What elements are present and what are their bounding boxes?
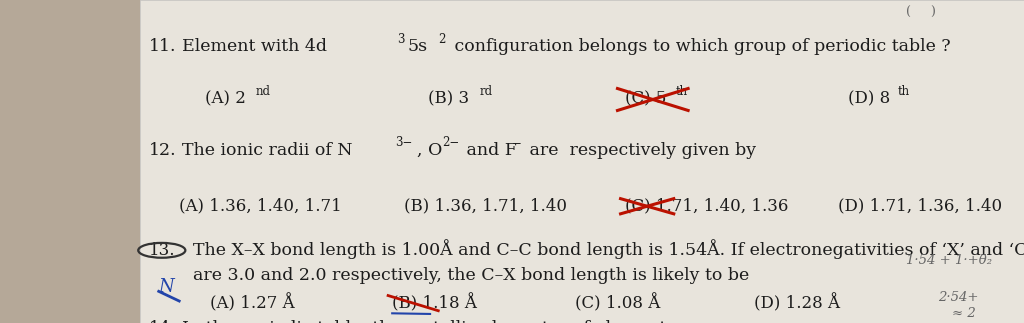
Text: 13.: 13. [148, 242, 175, 259]
Text: 2−: 2− [442, 136, 460, 149]
Text: Element with 4d: Element with 4d [182, 38, 328, 55]
Text: rd: rd [479, 85, 493, 98]
Text: th: th [676, 85, 688, 98]
Text: −: − [512, 136, 522, 149]
Text: (C) 5: (C) 5 [625, 91, 666, 108]
Text: 3: 3 [397, 33, 404, 46]
Text: (D) 1.28 Å: (D) 1.28 Å [754, 293, 840, 312]
Text: (     ): ( ) [906, 6, 936, 19]
Text: (C) 1.71, 1.40, 1.36: (C) 1.71, 1.40, 1.36 [625, 197, 788, 214]
Text: (B) 1.18 Å: (B) 1.18 Å [392, 293, 477, 312]
Text: N: N [159, 278, 174, 297]
Text: (D) 1.71, 1.36, 1.40: (D) 1.71, 1.36, 1.40 [838, 197, 1001, 214]
Text: (D) 8: (D) 8 [848, 91, 890, 108]
FancyBboxPatch shape [140, 0, 1024, 323]
Text: (A) 1.36, 1.40, 1.71: (A) 1.36, 1.40, 1.71 [179, 197, 342, 214]
Text: and F: and F [461, 142, 517, 159]
Text: 11.: 11. [148, 38, 176, 55]
Text: 2·54+: 2·54+ [938, 291, 979, 304]
Text: In the periodic table, the metallic character of element :: In the periodic table, the metallic char… [182, 320, 678, 323]
Text: configuration belongs to which group of periodic table ?: configuration belongs to which group of … [449, 38, 950, 55]
Text: th: th [898, 85, 910, 98]
Text: 12.: 12. [148, 142, 176, 159]
Text: The X–X bond length is 1.00Å and C–C bond length is 1.54Å. If electronegativitie: The X–X bond length is 1.00Å and C–C bon… [193, 239, 1024, 259]
Text: 14.: 14. [148, 320, 176, 323]
Text: The ionic radii of N: The ionic radii of N [182, 142, 353, 159]
Text: are  respectively given by: are respectively given by [524, 142, 757, 159]
Text: ≈ 2: ≈ 2 [952, 307, 976, 320]
Text: 3−: 3− [395, 136, 413, 149]
Text: (B) 1.36, 1.71, 1.40: (B) 1.36, 1.71, 1.40 [404, 197, 567, 214]
Text: 1·54 + 1·+θ₂: 1·54 + 1·+θ₂ [906, 254, 992, 266]
Text: , O: , O [417, 142, 442, 159]
Text: (A) 1.27 Å: (A) 1.27 Å [210, 293, 295, 312]
Text: (C) 1.08 Å: (C) 1.08 Å [575, 293, 660, 312]
Text: nd: nd [256, 85, 271, 98]
Text: 2: 2 [438, 33, 445, 46]
Text: are 3.0 and 2.0 respectively, the C–X bond length is likely to be: are 3.0 and 2.0 respectively, the C–X bo… [193, 267, 749, 284]
Text: (B) 3: (B) 3 [428, 91, 469, 108]
Text: (A) 2: (A) 2 [205, 91, 246, 108]
Text: 5s: 5s [408, 38, 428, 55]
